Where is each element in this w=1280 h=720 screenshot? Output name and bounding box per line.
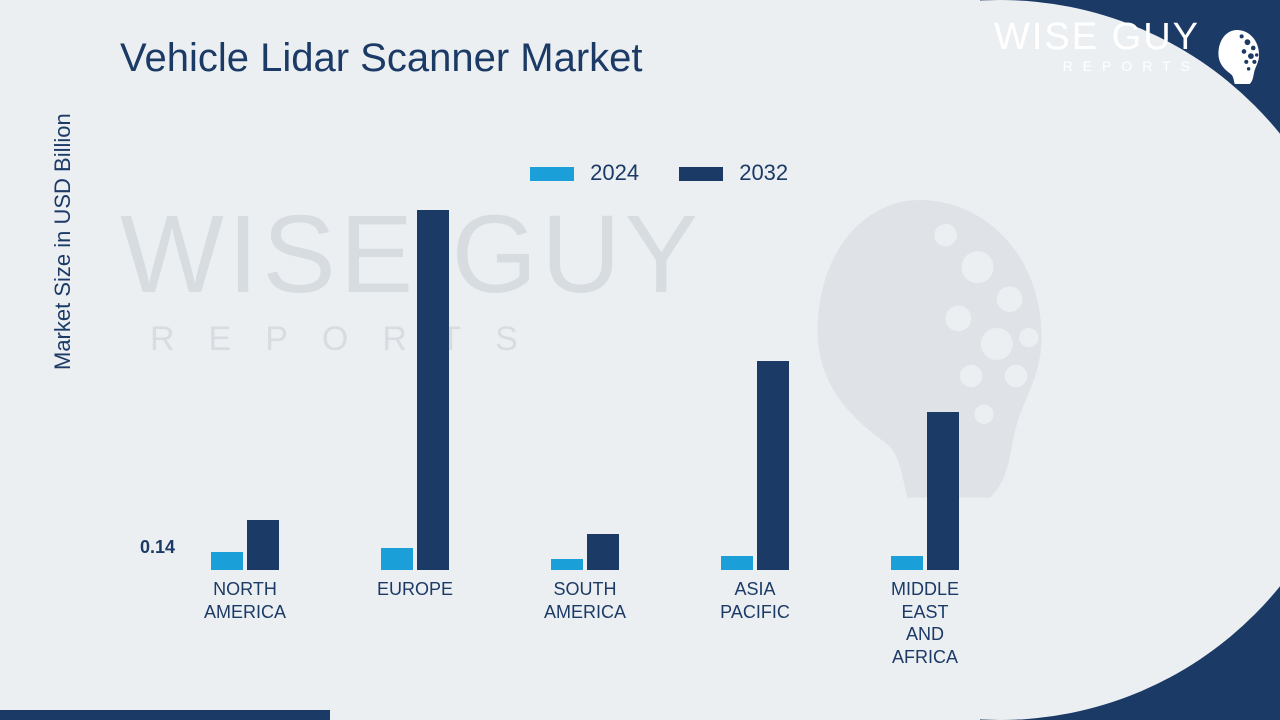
y-axis-label: Market Size in USD Billion (50, 113, 76, 370)
legend-item-2024: 2024 (530, 160, 639, 186)
footer-strip (0, 710, 330, 720)
brand-logo-main: WISE GUY (990, 18, 1200, 56)
x-axis-label: NORTH AMERICA (170, 578, 320, 623)
bar-group: EUROPE (340, 210, 490, 570)
chart-page: WISE GUY REPORTS WISE GUY REPORTS Vehicl… (0, 0, 1280, 720)
brand-logo: WISE GUY REPORTS (990, 18, 1260, 74)
bar-2032 (247, 520, 279, 570)
bar-2032 (927, 412, 959, 570)
x-axis-label: MIDDLE EAST AND AFRICA (850, 578, 1000, 668)
plot-area: 0.14 NORTH AMERICAEUROPESOUTH AMERICAASI… (140, 210, 980, 570)
bar-2032 (587, 534, 619, 570)
brand-logo-sub: REPORTS (990, 58, 1200, 74)
bar-group: MIDDLE EAST AND AFRICA (850, 210, 1000, 570)
bar-2024 (891, 556, 923, 570)
x-axis-label: ASIA PACIFIC (680, 578, 830, 623)
bar-group: ASIA PACIFIC (680, 210, 830, 570)
x-axis-label: SOUTH AMERICA (510, 578, 660, 623)
legend: 2024 2032 (530, 160, 788, 186)
legend-swatch-2032 (679, 167, 723, 181)
brand-head-icon (1208, 24, 1266, 94)
bar-group: NORTH AMERICA (170, 210, 320, 570)
chart-title: Vehicle Lidar Scanner Market (120, 36, 643, 81)
x-axis-label: EUROPE (340, 578, 490, 601)
legend-swatch-2024 (530, 167, 574, 181)
bar-2024 (381, 548, 413, 570)
bar-2024 (551, 559, 583, 570)
bar-group: SOUTH AMERICA (510, 210, 660, 570)
bar-2032 (757, 361, 789, 570)
legend-label-2024: 2024 (590, 160, 639, 185)
bar-2024 (211, 552, 243, 570)
legend-item-2032: 2032 (679, 160, 788, 186)
legend-label-2032: 2032 (739, 160, 788, 185)
chart-area: Market Size in USD Billion 2024 2032 0.1… (60, 160, 980, 700)
bar-2032 (417, 210, 449, 570)
bar-2024 (721, 556, 753, 570)
